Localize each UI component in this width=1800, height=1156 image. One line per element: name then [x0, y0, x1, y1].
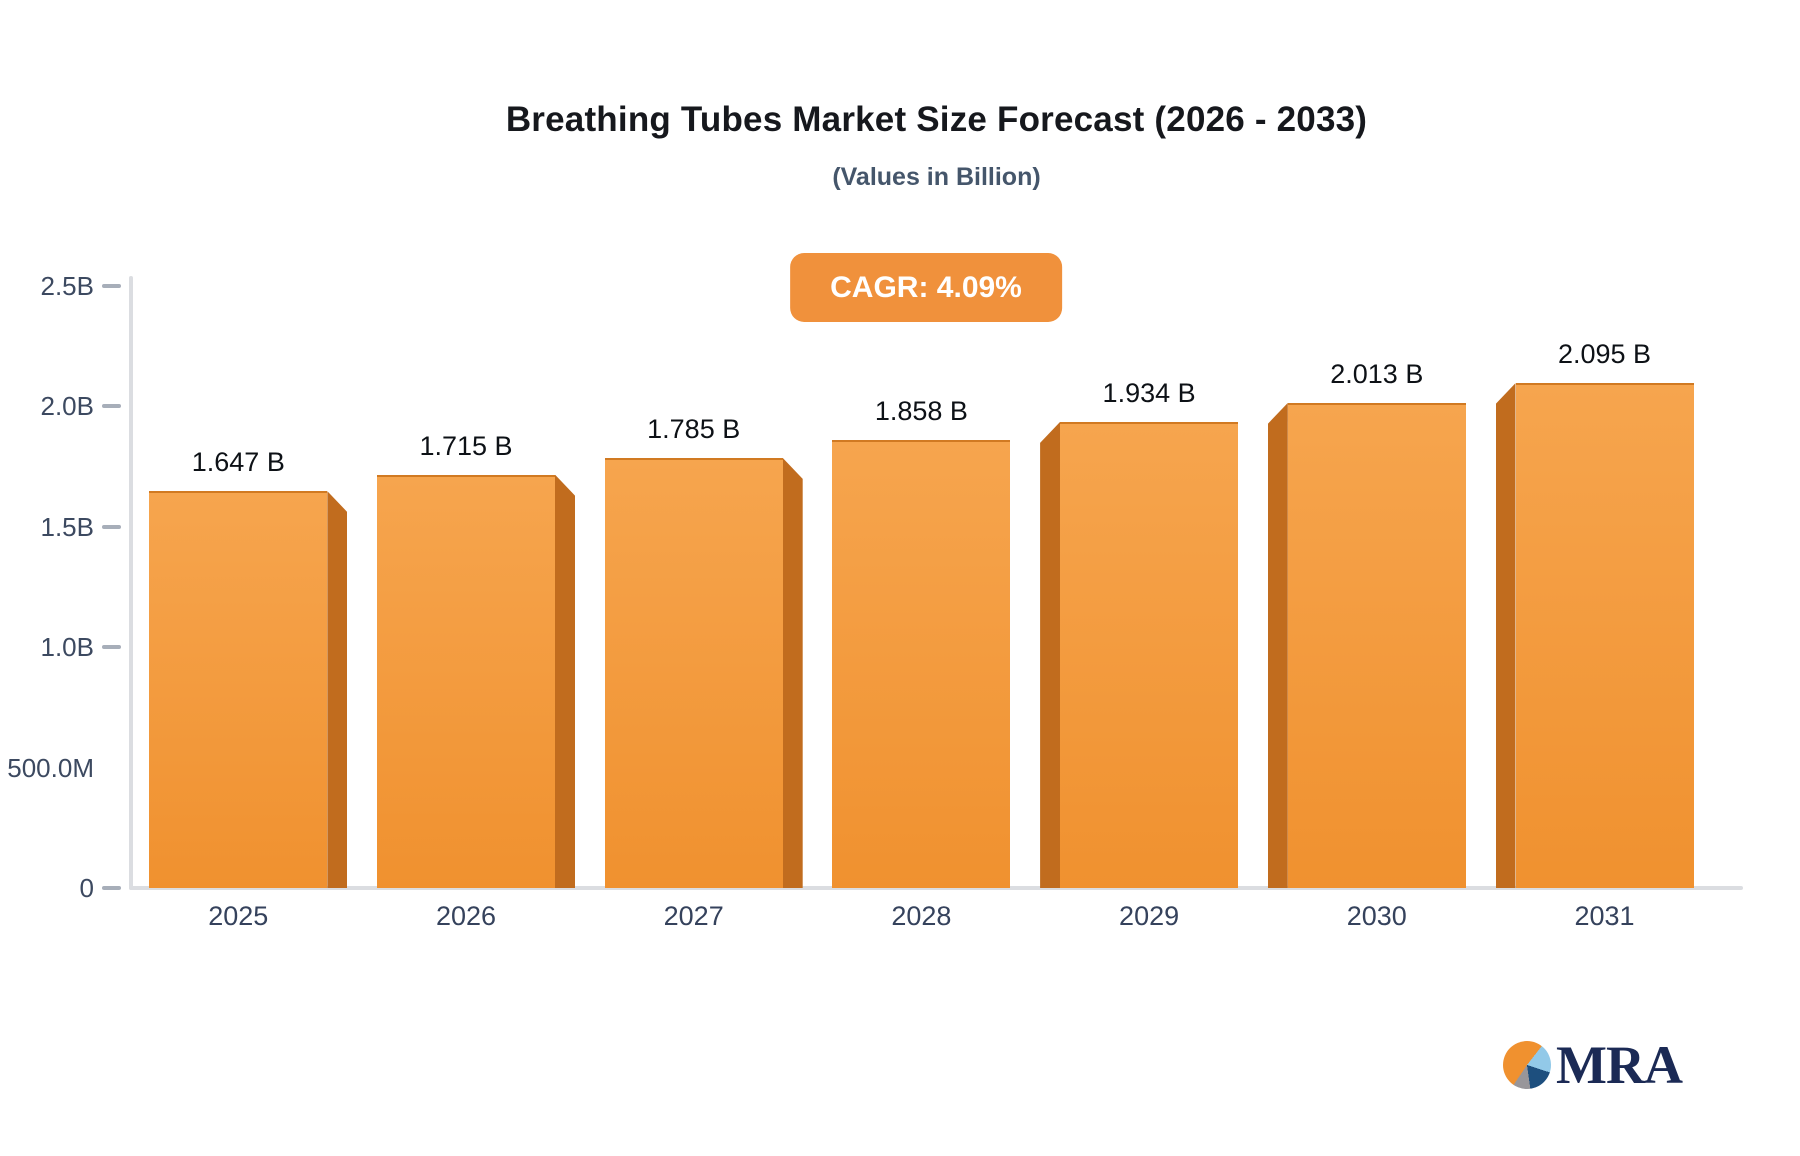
bar-value-label: 2.095 B — [1557, 339, 1652, 370]
y-tick-label: 2.0B — [40, 391, 95, 421]
bar-side-3d — [555, 474, 575, 888]
bar-value-label: 1.785 B — [647, 413, 741, 444]
chart-subtitle: (Values in Billion) — [832, 163, 1041, 191]
bar-side-3d — [1040, 421, 1061, 888]
y-axis-line — [129, 276, 133, 890]
bar-2028 — [832, 440, 1011, 888]
x-axis-label-2031: 2031 — [1574, 901, 1635, 931]
bar-value-label: 1.858 B — [874, 396, 968, 427]
y-tick-label: 500.0M — [7, 752, 94, 783]
y-tick-label: 1.0B — [40, 632, 95, 662]
y-tick-dash — [102, 283, 121, 288]
x-axis-label-2030: 2030 — [1346, 901, 1407, 931]
bar-side-3d — [1495, 383, 1516, 888]
x-axis-line — [129, 886, 1743, 890]
x-axis-label-2028: 2028 — [891, 901, 952, 931]
y-tick-dash — [102, 524, 121, 529]
bar-value-label: 1.647 B — [191, 447, 285, 478]
bar-value-label: 1.715 B — [419, 430, 513, 461]
bar-value-label: 2.013 B — [1330, 358, 1424, 389]
bar-2029 — [1060, 421, 1239, 888]
bar-value-label: 1.934 B — [1102, 377, 1196, 408]
x-axis-label-2026: 2026 — [435, 901, 497, 931]
cagr-badge-label: CAGR: 4.09% — [830, 270, 1022, 304]
pie-chart-logo-icon — [1503, 1041, 1551, 1089]
cagr-badge: CAGR: 4.09% — [790, 253, 1062, 322]
bar-2025 — [149, 491, 328, 888]
bar-side-3d — [1267, 402, 1288, 888]
x-axis-label-2025: 2025 — [208, 901, 269, 931]
y-tick-dash — [102, 645, 121, 649]
bar-2031 — [1515, 383, 1694, 888]
brand-logo-text: MRA — [1556, 1035, 1683, 1095]
bar-side-3d — [782, 457, 803, 888]
bar-2027 — [604, 457, 783, 888]
y-tick-dash — [102, 404, 121, 408]
bar-side-3d — [327, 491, 348, 888]
chart-title: Breathing Tubes Market Size Forecast (20… — [505, 100, 1368, 139]
y-tick-label: 1.5B — [40, 511, 95, 542]
x-axis-label-2029: 2029 — [1119, 901, 1180, 931]
bar-2030 — [1287, 402, 1466, 888]
y-tick-label: 2.5B — [40, 270, 95, 301]
brand-logo: MRA — [1503, 1035, 1683, 1095]
bar-2026 — [377, 474, 555, 888]
y-tick-label: 0 — [79, 873, 94, 903]
y-tick-dash — [102, 886, 121, 890]
x-axis-label-2027: 2027 — [663, 901, 724, 931]
